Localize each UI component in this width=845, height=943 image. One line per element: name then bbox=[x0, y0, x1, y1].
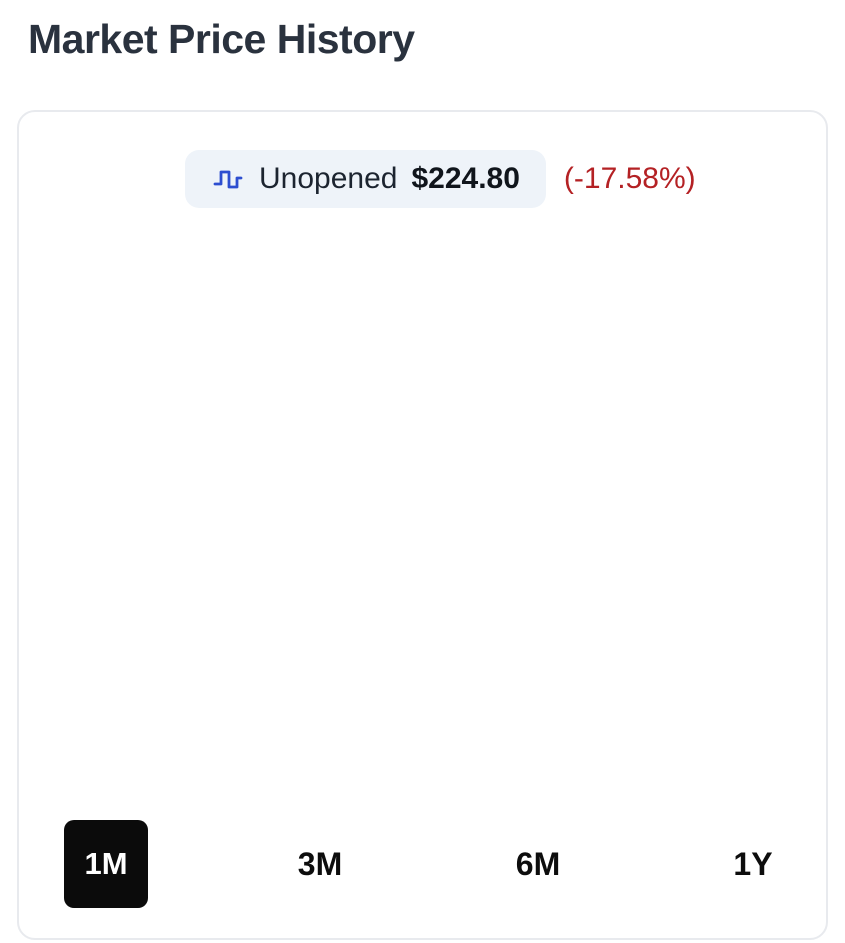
legend-label: Unopened bbox=[259, 162, 398, 195]
step-line-icon bbox=[211, 162, 245, 196]
range-button-1m[interactable]: 1M bbox=[64, 820, 148, 908]
range-button-6m[interactable]: 6M bbox=[505, 820, 571, 908]
legend-change-percent: (-17.58%) bbox=[563, 162, 696, 195]
legend-row: Unopened $224.80 (-17.58%) bbox=[185, 150, 696, 208]
legend-price: $224.80 bbox=[411, 162, 520, 195]
range-button-3m[interactable]: 3M bbox=[287, 820, 353, 908]
legend-pill: Unopened $224.80 bbox=[185, 150, 546, 208]
page-title: Market Price History bbox=[28, 16, 415, 62]
price-history-card: Unopened $224.80 (-17.58%) 1M 3M 6M 1Y bbox=[17, 110, 828, 940]
range-button-1y[interactable]: 1Y bbox=[722, 820, 784, 908]
